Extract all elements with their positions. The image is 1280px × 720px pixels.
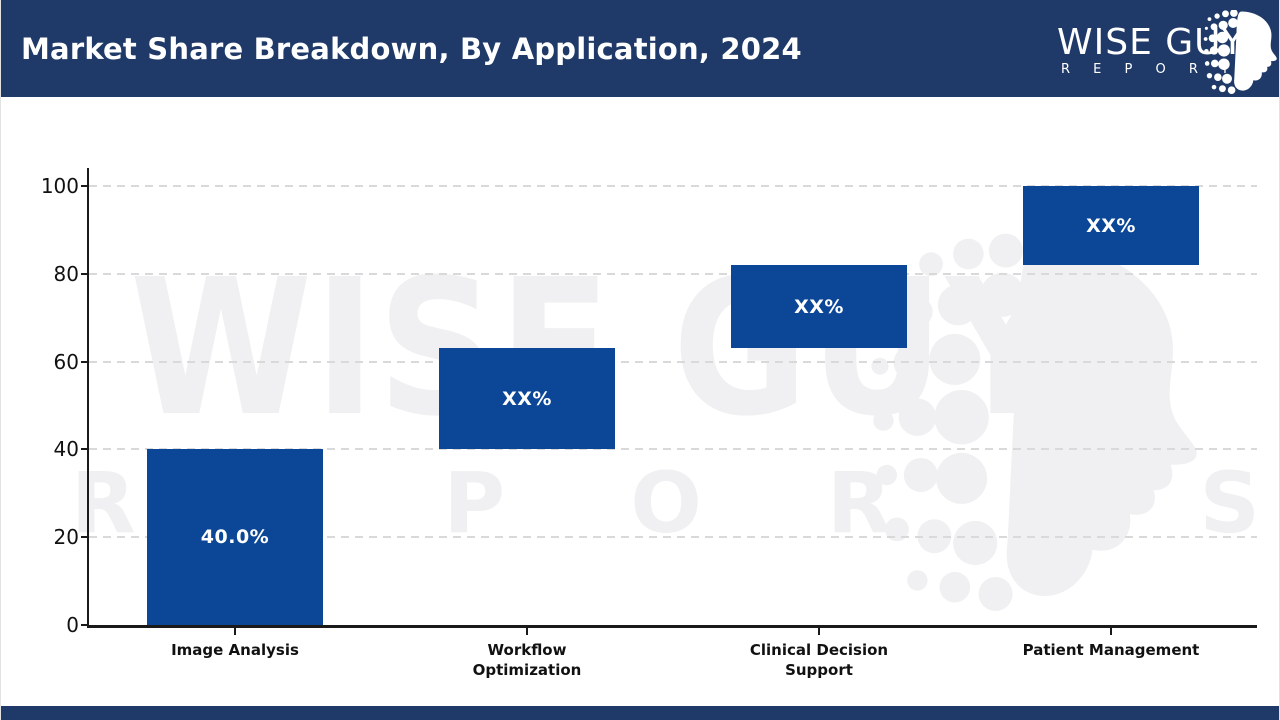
x-category-label: Clinical Decision Support — [673, 640, 965, 680]
bar-clinical-decision-support: XX% — [731, 265, 907, 349]
brand-logo: WISE GUY R E P O R T S — [1025, 4, 1277, 94]
x-axis-spine — [87, 625, 1257, 628]
bar-value-label: XX% — [794, 295, 844, 318]
y-tick-label: 0 — [66, 613, 79, 637]
x-category-label-line: Patient Management — [1022, 641, 1200, 659]
gridline-100 — [89, 185, 1257, 187]
y-tick-mark — [81, 272, 89, 275]
y-tick-mark — [81, 536, 89, 539]
y-tick-label: 100 — [40, 174, 79, 198]
chart-title: Market Share Breakdown, By Application, … — [21, 31, 802, 66]
y-tick-mark — [81, 360, 89, 363]
bar-value-label: XX% — [1086, 214, 1136, 237]
bar-value-label: XX% — [502, 387, 552, 410]
gridline-40 — [89, 448, 1257, 451]
x-category-label: Image Analysis — [89, 640, 381, 660]
header-bar: Market Share Breakdown, By Application, … — [1, 0, 1279, 97]
gridline-80 — [89, 272, 1257, 275]
y-tick-mark — [81, 624, 89, 626]
x-category-label-line: Optimization — [472, 661, 582, 679]
y-tick-label: 60 — [53, 349, 79, 374]
bar-patient-management: XX% — [1023, 186, 1199, 266]
y-tick-label: 20 — [53, 525, 79, 550]
x-category-label-line: Workflow — [487, 641, 567, 659]
x-category-label: Patient Management — [965, 640, 1257, 660]
gridline-60 — [89, 360, 1257, 363]
y-tick-label: 80 — [53, 261, 79, 286]
y-tick-mark — [81, 448, 89, 451]
footer-bar — [1, 706, 1279, 720]
bar-workflow-optimization: XX% — [439, 348, 615, 450]
gridline-20 — [89, 536, 1257, 539]
x-category-label-line: Support — [785, 661, 853, 679]
y-axis-spine — [87, 168, 89, 628]
x-category-label-line: Clinical Decision — [749, 641, 889, 659]
x-tick-mark — [818, 627, 820, 635]
x-tick-mark — [234, 627, 236, 635]
bar-value-label: 40.0% — [200, 526, 270, 549]
x-category-label-line: Image Analysis — [171, 641, 299, 659]
x-tick-mark — [1110, 627, 1112, 635]
y-tick-mark — [81, 185, 89, 187]
bar-image-analysis: 40.0% — [147, 449, 323, 625]
y-tick-label: 40 — [53, 437, 79, 462]
x-category-label: Workflow Optimization — [381, 640, 673, 680]
x-tick-mark — [526, 627, 528, 635]
